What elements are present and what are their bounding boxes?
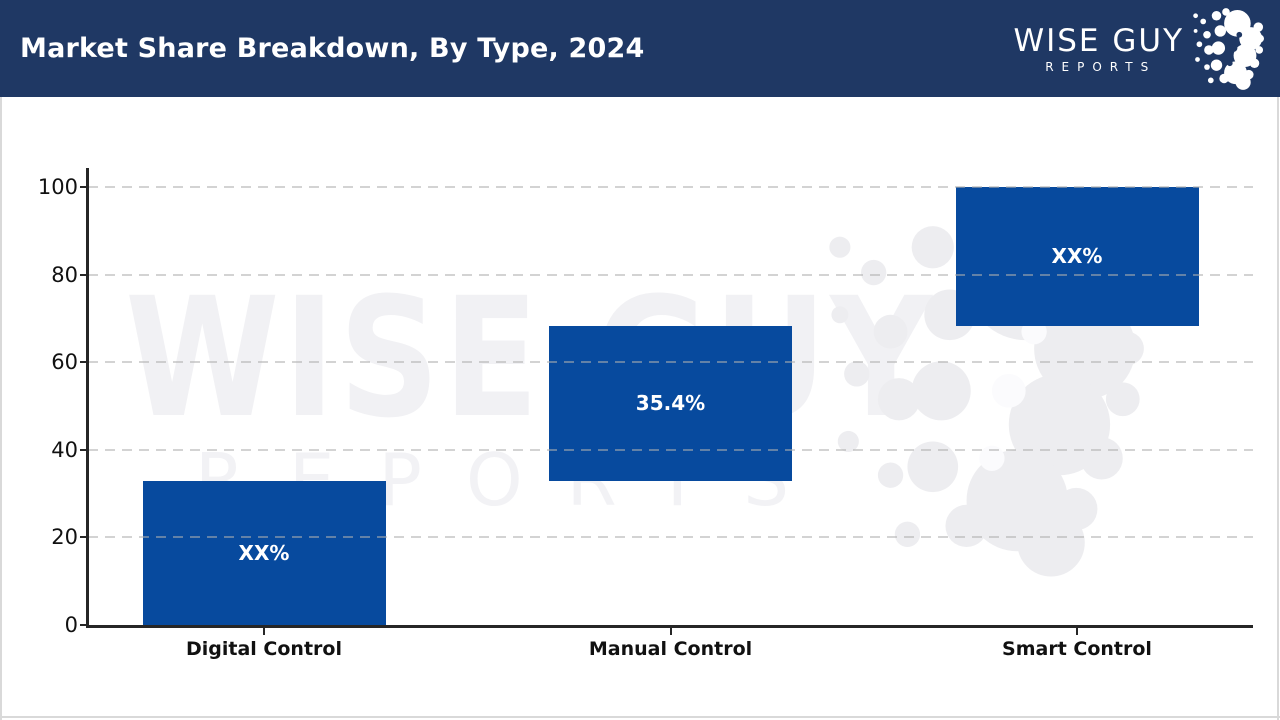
bar-manual-control: 35.4% [549,325,792,481]
y-tick-mark [80,186,87,188]
gridline-60 [88,361,1253,364]
logo-head-icon [1193,8,1264,90]
wiseguy-logo: WISE GUY REPORTS [1013,4,1264,94]
y-tick-label: 20 [51,525,78,550]
y-tick-label: 40 [51,437,78,462]
y-tick-mark [80,448,87,451]
x-tick-mark [1076,626,1078,635]
x-tick-label-digital-control: Digital Control [186,638,342,660]
right-divider [1277,97,1279,720]
bar-value-label: XX% [238,540,290,565]
y-tick-label: 0 [64,613,78,637]
logo-subtitle: REPORTS [1045,60,1157,74]
header-bar: Market Share Breakdown, By Type, 2024 WI… [0,0,1280,97]
watermark-text: WISE GUY [125,262,936,454]
gridline-80 [88,273,1253,276]
logo-wordmark: WISE GUY [1013,23,1184,59]
page-title: Market Share Breakdown, By Type, 2024 [20,33,645,64]
bar-value-label: 35.4% [635,391,706,416]
x-tick-label-manual-control: Manual Control [588,638,753,660]
gridline-40 [88,448,1253,451]
y-tick-label: 60 [51,350,78,375]
watermark-head-dots-icon [829,213,1144,577]
bar-smart-control: XX% [955,187,1199,326]
y-tick-label: 80 [51,262,78,287]
gridline-20 [88,536,1253,539]
y-tick-mark [80,624,87,626]
left-divider [0,97,2,720]
y-tick-mark [80,273,87,276]
x-tick-mark [669,626,672,635]
x-tick-mark [263,626,265,635]
y-tick-mark [80,361,87,364]
y-tick-mark [80,536,87,539]
bar-value-label: XX% [1051,244,1103,269]
y-axis [86,168,89,627]
gridline-100 [88,186,1253,188]
x-tick-label-smart-control: Smart Control [1002,638,1152,660]
y-tick-label: 100 [37,175,78,199]
bar-digital-control: XX% [142,480,386,625]
bottom-divider [0,716,1280,718]
